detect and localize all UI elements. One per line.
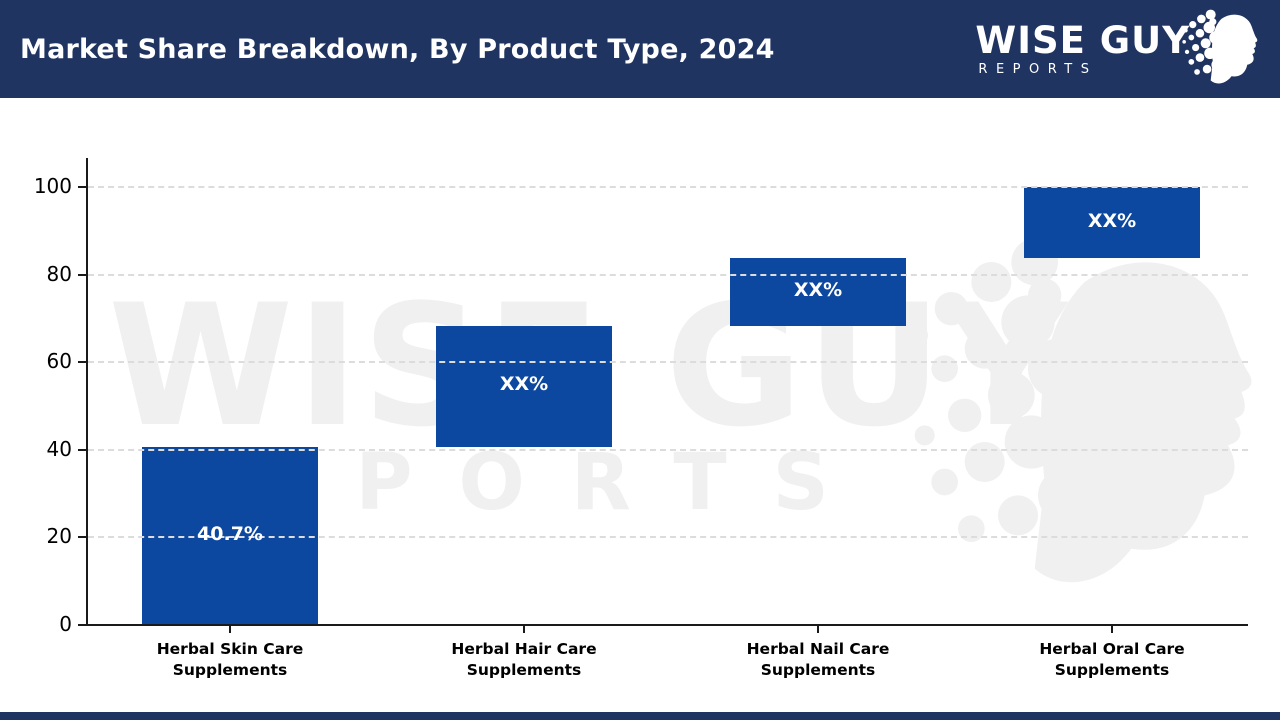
bar-value-label: XX% xyxy=(793,279,843,302)
header-bar: Market Share Breakdown, By Product Type,… xyxy=(0,0,1280,98)
x-category-label: Herbal Oral Care Supplements xyxy=(1039,640,1185,679)
y-tick-mark xyxy=(78,536,86,539)
chart-title: Market Share Breakdown, By Product Type,… xyxy=(20,33,775,65)
bar-segment xyxy=(1024,187,1200,259)
y-tick-label: 80 xyxy=(46,261,72,286)
logo-text: WISE GUY REPORTS xyxy=(975,19,1190,78)
bar-segment xyxy=(436,326,612,447)
y-tick-label: 0 xyxy=(59,611,72,636)
x-tick-mark xyxy=(523,626,525,633)
wise-guy-reports-logo: WISE GUY REPORTS xyxy=(975,6,1266,92)
bar-segment xyxy=(730,258,906,327)
grid-line xyxy=(88,536,1248,539)
y-tick-label: 40 xyxy=(46,436,72,461)
grid-line xyxy=(88,361,1248,364)
x-tick-mark xyxy=(229,626,231,633)
grid-line xyxy=(88,273,1248,276)
bar-segment xyxy=(142,446,318,625)
grid-line xyxy=(88,448,1248,451)
logo-subtitle: REPORTS xyxy=(978,62,1098,77)
y-tick-mark xyxy=(78,273,86,276)
bar-value-label: 40.7% xyxy=(197,522,263,545)
y-axis-line xyxy=(86,158,88,626)
y-tick-mark xyxy=(78,361,86,364)
bar-value-label: XX% xyxy=(1087,209,1137,232)
x-tick-mark xyxy=(1111,626,1113,633)
x-axis-line xyxy=(86,624,1248,626)
footer-bar xyxy=(0,712,1280,720)
x-category-label: Herbal Hair Care Supplements xyxy=(451,640,597,679)
y-tick-mark xyxy=(78,448,86,451)
y-tick-label: 60 xyxy=(46,349,72,374)
y-tick-label: 100 xyxy=(33,174,72,199)
logo-head-icon xyxy=(1182,9,1258,84)
x-category-label: Herbal Nail Care Supplements xyxy=(746,640,890,679)
watermark-head-icon xyxy=(903,238,1252,583)
y-tick-label: 20 xyxy=(46,524,72,549)
y-tick-mark xyxy=(78,186,86,189)
grid-line xyxy=(88,186,1248,189)
bar-value-label: XX% xyxy=(499,373,549,396)
x-category-label: Herbal Skin Care Supplements xyxy=(156,640,304,679)
logo-wordmark: WISE GUY xyxy=(975,19,1190,62)
x-tick-mark xyxy=(817,626,819,633)
y-tick-mark xyxy=(78,623,86,626)
